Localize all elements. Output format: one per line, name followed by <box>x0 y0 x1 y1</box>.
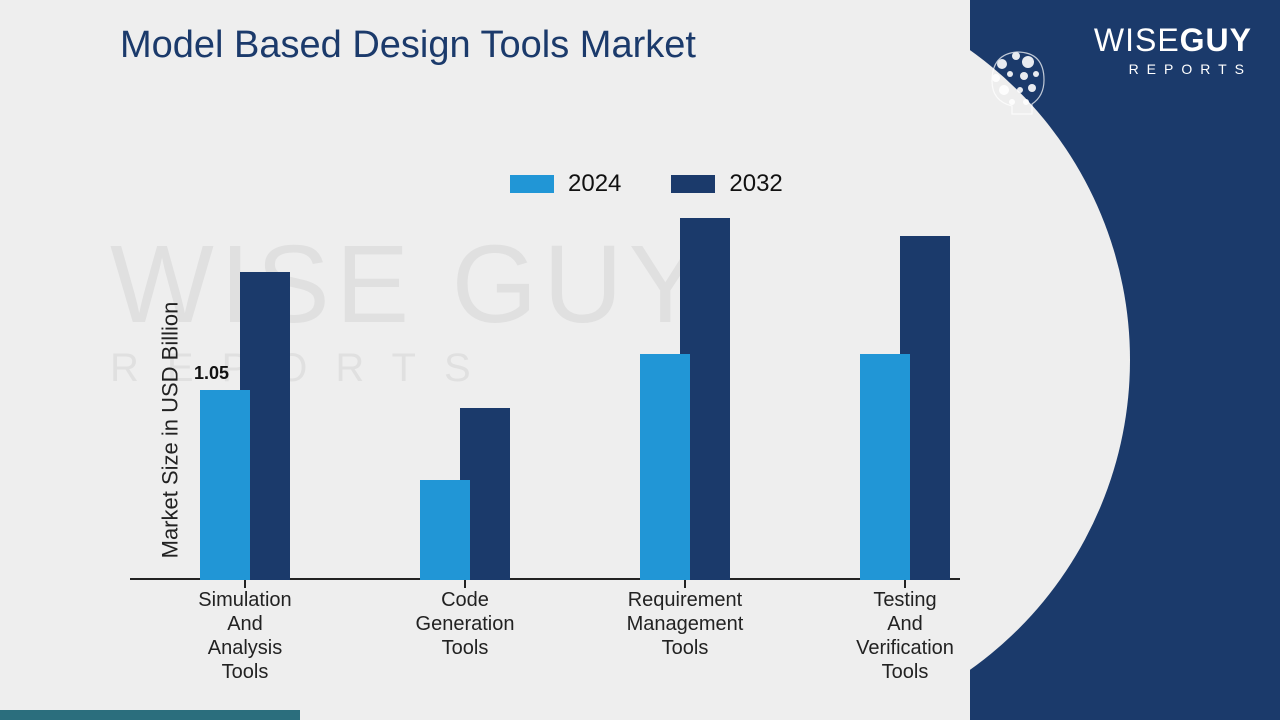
bar <box>420 480 470 580</box>
brand-logo: WISEGUY REPORTS <box>1094 22 1252 77</box>
chart-area: Market Size in USD Billion 2024 2032 1.0… <box>60 170 970 690</box>
legend-item-2032: 2032 <box>671 170 782 198</box>
x-axis-category-label: SimulationAndAnalysisTools <box>160 588 330 684</box>
legend: 2024 2032 <box>510 170 783 198</box>
x-axis-category-label: RequirementManagementTools <box>600 588 770 660</box>
legend-swatch-2024 <box>510 175 554 193</box>
x-tick <box>684 580 686 588</box>
brand-line2: REPORTS <box>1094 61 1252 77</box>
bar <box>640 354 690 580</box>
x-tick <box>464 580 466 588</box>
legend-swatch-2032 <box>671 175 715 193</box>
x-tick <box>244 580 246 588</box>
legend-label-2024: 2024 <box>568 170 621 198</box>
bottom-accent-bar <box>0 710 300 720</box>
bar <box>860 354 910 580</box>
brand-wise: WISE <box>1094 22 1180 58</box>
x-axis-category-label: TestingAndVerificationTools <box>820 588 990 684</box>
brand-line1: WISEGUY <box>1094 22 1252 59</box>
plot-region: 1.05 <box>130 200 960 580</box>
brand-guy: GUY <box>1180 22 1252 58</box>
chart-title: Model Based Design Tools Market <box>120 24 696 67</box>
legend-label-2032: 2032 <box>729 170 782 198</box>
x-axis-category-label: CodeGenerationTools <box>380 588 550 660</box>
bar-value-label: 1.05 <box>194 363 229 384</box>
brand-head-icon <box>982 46 1052 116</box>
legend-item-2024: 2024 <box>510 170 621 198</box>
stage: WISEGUY REPORTS WISE GUY REPORTS Model B… <box>0 0 1280 720</box>
bar <box>200 390 250 580</box>
x-tick <box>904 580 906 588</box>
